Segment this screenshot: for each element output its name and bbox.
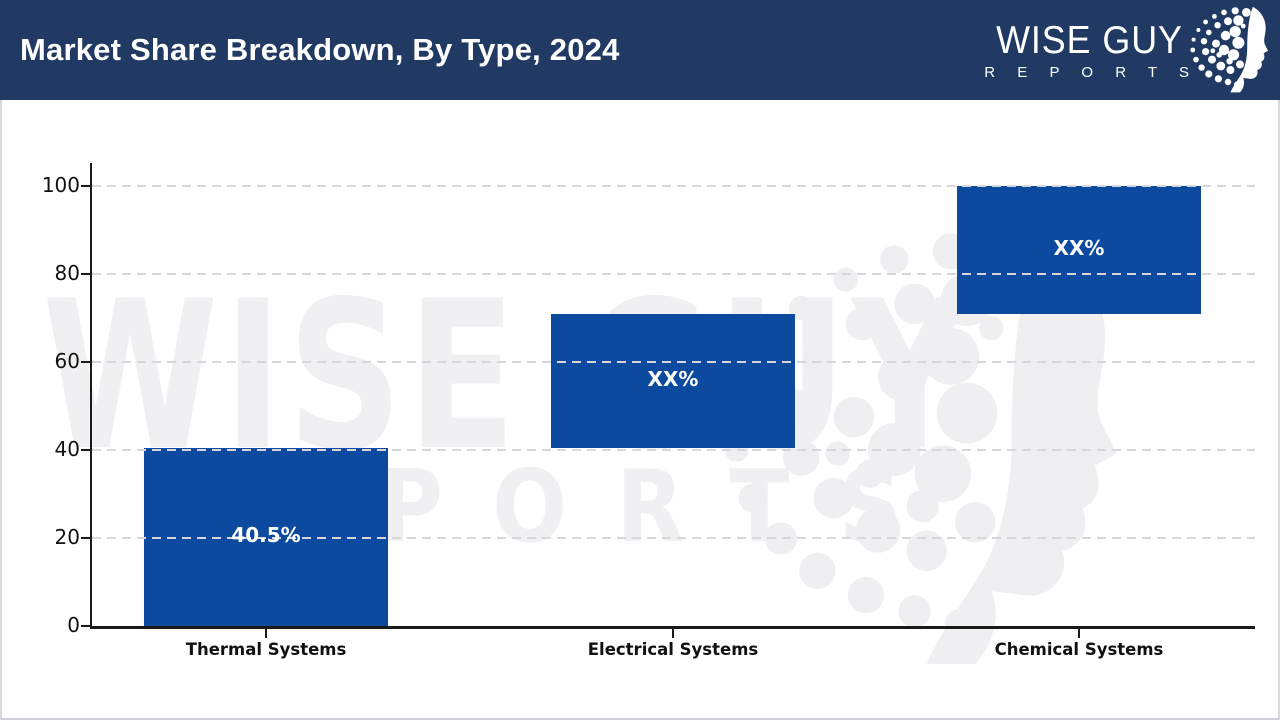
y-tick-mark (81, 449, 90, 451)
y-tick-mark (81, 537, 90, 539)
gridline (92, 361, 1255, 363)
gridline (92, 537, 1255, 539)
y-tick-mark (81, 273, 90, 275)
wiseguy-logo: WISE GUY R E P O R T S (980, 0, 1272, 100)
y-tick-mark (81, 361, 90, 363)
logo-text: WISE GUY R E P O R T S (980, 19, 1198, 81)
logo-subtitle: R E P O R T S (984, 64, 1198, 81)
x-tick-mark (672, 626, 674, 638)
y-axis-line (90, 163, 92, 628)
y-tick-mark (81, 185, 90, 187)
x-category-label: Chemical Systems (994, 640, 1164, 659)
chart-canvas: WISE GUY REPORTS 0 20 40 60 80 100 40.5% Therma… (0, 100, 1280, 720)
gridline (92, 273, 1255, 275)
gridline (92, 185, 1255, 187)
y-tick-label: 80 (54, 261, 80, 285)
head-profile-dots-icon (1190, 6, 1268, 93)
x-category-label: Electrical Systems (587, 640, 759, 659)
logo-wordmark: WISE GUY (995, 19, 1183, 62)
y-tick-mark (81, 625, 90, 627)
x-tick-mark (265, 626, 267, 638)
y-tick-label: 20 (54, 525, 80, 549)
bar (144, 447, 388, 626)
bar-value-label: 40.5% (231, 522, 301, 547)
header-bar: Market Share Breakdown, By Type, 2024 WI… (0, 0, 1280, 100)
page-title: Market Share Breakdown, By Type, 2024 (20, 32, 620, 67)
y-tick-label: 60 (54, 349, 80, 373)
gridline (92, 449, 1255, 451)
bar-value-label: XX% (647, 366, 699, 391)
y-tick-label: 40 (54, 437, 80, 461)
y-tick-label: 100 (41, 173, 80, 197)
y-tick-label: 0 (67, 613, 80, 637)
bar-value-label: XX% (1053, 235, 1105, 260)
x-category-label: Thermal Systems (185, 640, 347, 659)
x-tick-mark (1078, 626, 1080, 638)
